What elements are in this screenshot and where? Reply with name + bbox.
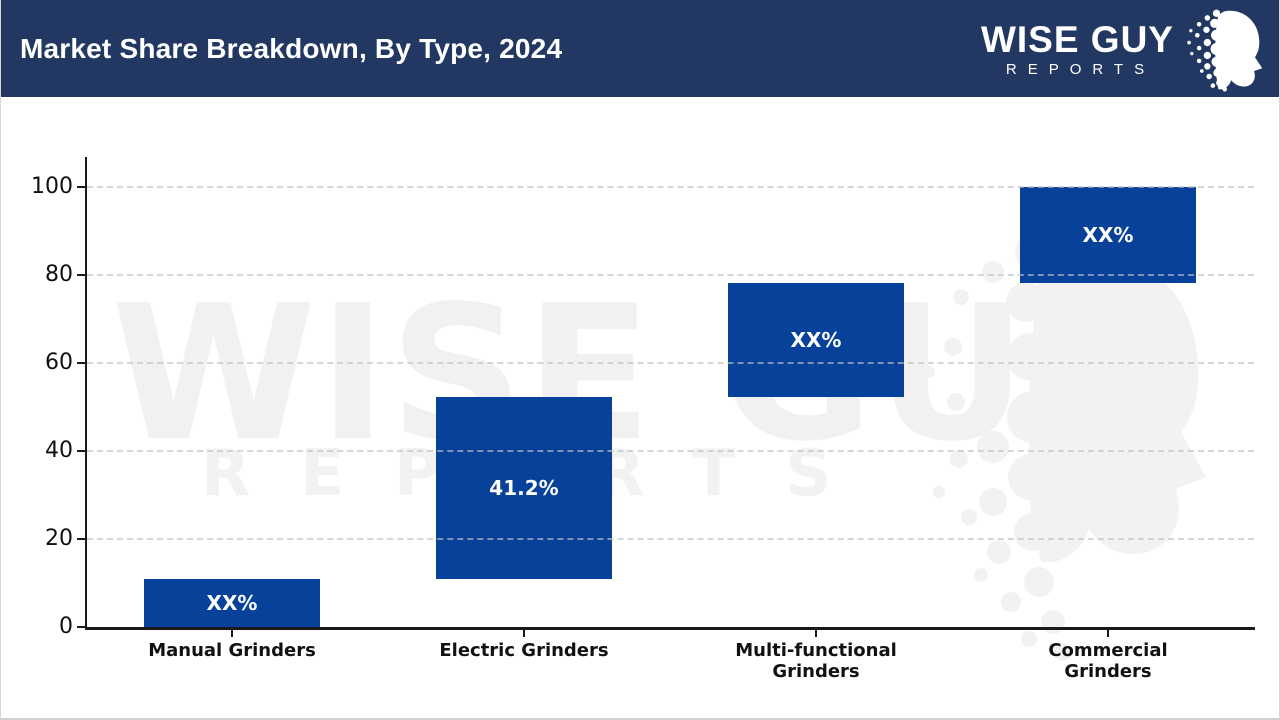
- y-tick-label: 80: [45, 262, 73, 287]
- gridline: [87, 186, 1254, 188]
- page-title: Market Share Breakdown, By Type, 2024: [20, 32, 563, 64]
- x-tick-label: Electric Grinders: [439, 640, 609, 661]
- bar-segment: 41.2%: [436, 397, 612, 579]
- y-axis-line: [85, 157, 87, 629]
- x-tick-label: Multi-functional Grinders: [735, 640, 897, 682]
- y-tick-label: 40: [45, 438, 73, 463]
- gridline: [87, 274, 1254, 276]
- bar-value-label: 41.2%: [489, 475, 559, 500]
- brand-head-icon: [1187, 9, 1263, 92]
- y-tick-label: 0: [59, 614, 73, 639]
- bar-value-label: XX%: [790, 328, 842, 353]
- x-tick-mark: [1107, 630, 1109, 637]
- bar-value-label: XX%: [1082, 222, 1134, 247]
- y-tick-label: 20: [45, 526, 73, 551]
- y-tick-label: 100: [31, 174, 73, 199]
- y-tick-mark: [77, 538, 86, 540]
- y-tick-label: 60: [45, 350, 73, 375]
- y-tick-mark: [77, 362, 86, 364]
- bar-segment: XX%: [728, 282, 904, 398]
- x-tick-mark: [815, 630, 817, 637]
- y-tick-mark: [77, 450, 86, 452]
- brand-logo: WISE GUY REPORTS: [981, 6, 1268, 92]
- y-tick-mark: [77, 626, 86, 628]
- x-tick-mark: [523, 630, 525, 637]
- gridline: [87, 362, 1254, 364]
- x-tick-label: Manual Grinders: [148, 640, 316, 661]
- x-tick-mark: [231, 630, 233, 637]
- y-tick-mark: [77, 186, 86, 188]
- y-tick-mark: [77, 274, 86, 276]
- brand-text: WISE GUY REPORTS: [981, 21, 1174, 78]
- bar-segment: XX%: [144, 578, 320, 627]
- header-bar: Market Share Breakdown, By Type, 2024 WI…: [1, 0, 1279, 97]
- bar-value-label: XX%: [206, 590, 258, 615]
- x-tick-label: Commercial Grinders: [1048, 640, 1168, 682]
- chart-area: WISE GUY REPORTS XX%Manual Grinders41.2%…: [1, 97, 1279, 718]
- watermark-head-icon: [923, 217, 1206, 661]
- brand-subtitle: REPORTS: [1005, 60, 1156, 78]
- brand-name: WISE GUY: [980, 18, 1174, 60]
- bar-segment: XX%: [1020, 187, 1196, 283]
- x-axis-line: [85, 627, 1255, 630]
- gridline: [87, 450, 1254, 452]
- gridline: [87, 538, 1254, 540]
